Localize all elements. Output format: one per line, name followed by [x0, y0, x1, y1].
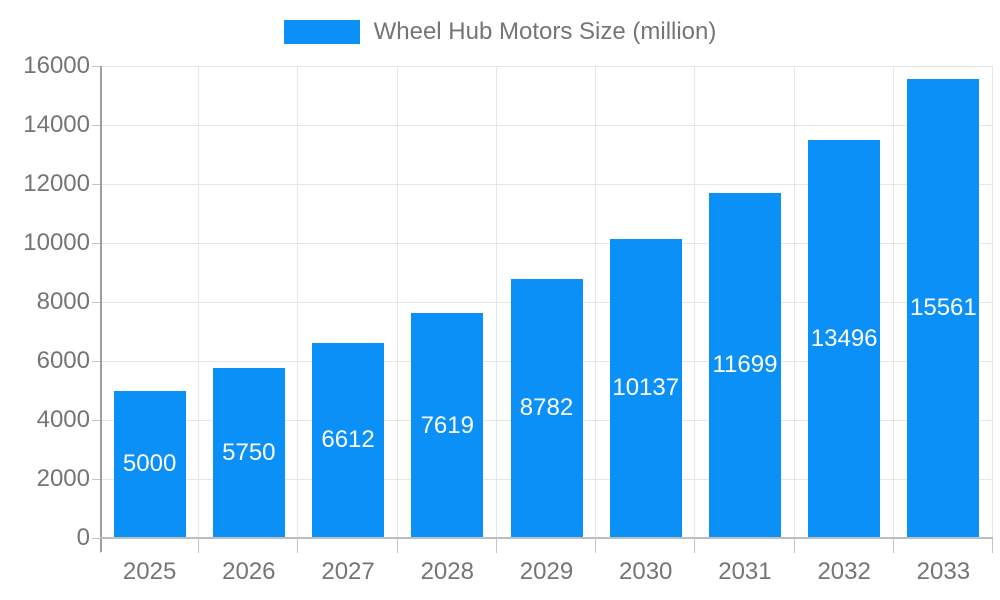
x-axis-label: 2032 [817, 558, 871, 585]
x-axis-tick [396, 539, 398, 553]
x-gridline [495, 66, 497, 538]
x-gridline [595, 66, 597, 538]
bar-value-label: 11699 [712, 351, 778, 379]
bar[interactable]: 7619 [411, 313, 484, 538]
x-axis-label: 2030 [619, 558, 673, 585]
y-axis-label: 16000 [23, 52, 90, 79]
x-axis-label: 2029 [519, 558, 574, 585]
bar[interactable]: 8782 [510, 278, 583, 538]
y-gridline [100, 243, 993, 244]
x-gridline [992, 66, 993, 538]
bar[interactable]: 5000 [113, 390, 186, 538]
x-gridline [694, 66, 696, 538]
y-axis-tick [92, 243, 100, 244]
x-axis-tick [198, 539, 200, 553]
y-axis-line [100, 66, 102, 552]
bar[interactable]: 13496 [808, 139, 881, 538]
x-axis-tick [297, 539, 299, 553]
plot-area: 0 2000 4000 6000 8000 10000 12000 14000 16000 500… [23, 52, 993, 585]
legend-label: Wheel Hub Motors Size (million) [373, 18, 717, 45]
bar[interactable]: 15561 [907, 78, 980, 538]
bar[interactable]: 5750 [212, 368, 285, 538]
chart-legend[interactable]: Wheel Hub Motors Size (million) [0, 18, 1000, 46]
y-gridline [100, 66, 993, 67]
legend-swatch-icon [283, 20, 360, 44]
y-axis-label: 12000 [23, 170, 90, 197]
y-axis-label: 0 [76, 524, 90, 551]
bar-value-label: 7619 [420, 411, 474, 439]
x-axis-label: 2028 [420, 558, 474, 585]
y-axis-label: 10000 [23, 229, 90, 256]
bar-value-label: 10137 [612, 374, 680, 402]
x-axis-label: 2031 [718, 558, 772, 585]
bar-value-label: 13496 [810, 324, 878, 352]
y-axis-tick [92, 538, 100, 539]
x-gridline [892, 66, 894, 538]
x-axis-tick [992, 539, 993, 553]
y-axis-tick [92, 479, 100, 480]
bar[interactable]: 11699 [708, 192, 781, 538]
x-axis-label: 2033 [916, 558, 971, 585]
bar-value-label: 6612 [321, 426, 375, 454]
x-gridline [793, 66, 795, 538]
y-axis-tick [92, 302, 100, 303]
y-axis-label: 8000 [36, 288, 90, 315]
bar-value-label: 8782 [519, 394, 574, 422]
x-gridline [396, 66, 398, 538]
x-axis-tick [495, 539, 497, 553]
x-axis-label: 2026 [222, 558, 276, 585]
bar-value-label: 15561 [910, 294, 977, 322]
bar-value-label: 5000 [122, 450, 177, 478]
y-axis-label: 6000 [36, 347, 90, 374]
x-axis-tick [892, 539, 894, 553]
x-axis-label: 2025 [122, 558, 177, 585]
bar[interactable]: 6612 [312, 342, 385, 538]
y-axis-label: 4000 [36, 406, 90, 433]
x-gridline [198, 66, 200, 538]
x-axis-tick [694, 539, 696, 553]
bar[interactable]: 10137 [609, 238, 682, 538]
y-axis-tick [92, 184, 100, 185]
y-axis-tick [92, 420, 100, 421]
bar-value-label: 5750 [222, 439, 276, 467]
y-axis-label: 14000 [23, 111, 90, 138]
x-axis-label: 2027 [321, 558, 375, 585]
y-gridline [100, 184, 993, 185]
y-gridline [100, 125, 993, 126]
x-axis-tick [595, 539, 597, 553]
x-axis-line [100, 537, 993, 539]
y-axis-tick [92, 361, 100, 362]
y-axis-tick [92, 125, 100, 126]
y-axis-label: 2000 [36, 465, 90, 492]
x-gridline [297, 66, 299, 538]
y-axis-tick [92, 66, 100, 67]
x-axis-tick [793, 539, 795, 553]
